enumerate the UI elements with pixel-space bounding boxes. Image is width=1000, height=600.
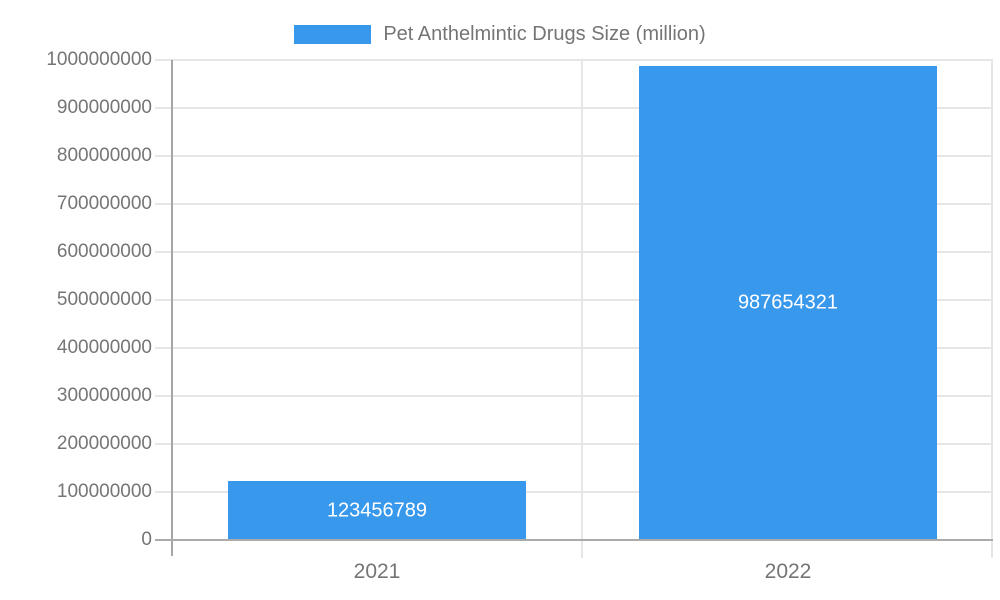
y-axis-line — [171, 60, 173, 556]
bar-2021[interactable]: 123456789 — [228, 481, 526, 540]
legend-label: Pet Anthelmintic Drugs Size (million) — [383, 23, 706, 45]
y-axis-label: 900000000 — [56, 97, 152, 118]
gridline — [155, 491, 993, 493]
x-axis-label: 2022 — [764, 560, 812, 583]
y-axis-label: 700000000 — [56, 193, 152, 214]
gridline — [155, 395, 993, 397]
gridline — [155, 299, 993, 301]
legend: Pet Anthelmintic Drugs Size (million) — [0, 23, 1000, 46]
y-axis-label: 500000000 — [56, 289, 152, 310]
plot-area: 123456789 987654321 — [155, 59, 993, 558]
y-axis-label: 300000000 — [56, 385, 152, 406]
y-axis-label: 400000000 — [56, 337, 152, 358]
y-axis-label: 0 — [141, 529, 152, 550]
bar-value-label: 987654321 — [737, 291, 839, 314]
gridline — [155, 443, 993, 445]
gridline — [155, 155, 993, 157]
y-axis-label: 100000000 — [56, 481, 152, 502]
y-axis-label: 1000000000 — [46, 49, 152, 70]
bar-value-label: 123456789 — [326, 499, 428, 521]
gridline — [155, 107, 993, 109]
gridline — [155, 347, 993, 349]
y-axis-label: 800000000 — [56, 145, 152, 166]
legend-swatch — [294, 25, 372, 44]
x-axis-label: 2021 — [353, 560, 401, 583]
category-boundary-line — [581, 60, 583, 558]
gridline — [155, 59, 993, 61]
plot-right-border — [991, 60, 993, 558]
gridline — [155, 251, 993, 253]
y-axis-label: 600000000 — [56, 241, 152, 262]
x-axis-baseline — [155, 539, 993, 541]
gridline — [155, 203, 993, 205]
y-axis-label: 200000000 — [56, 433, 152, 454]
bar-2022[interactable]: 987654321 — [639, 66, 937, 540]
